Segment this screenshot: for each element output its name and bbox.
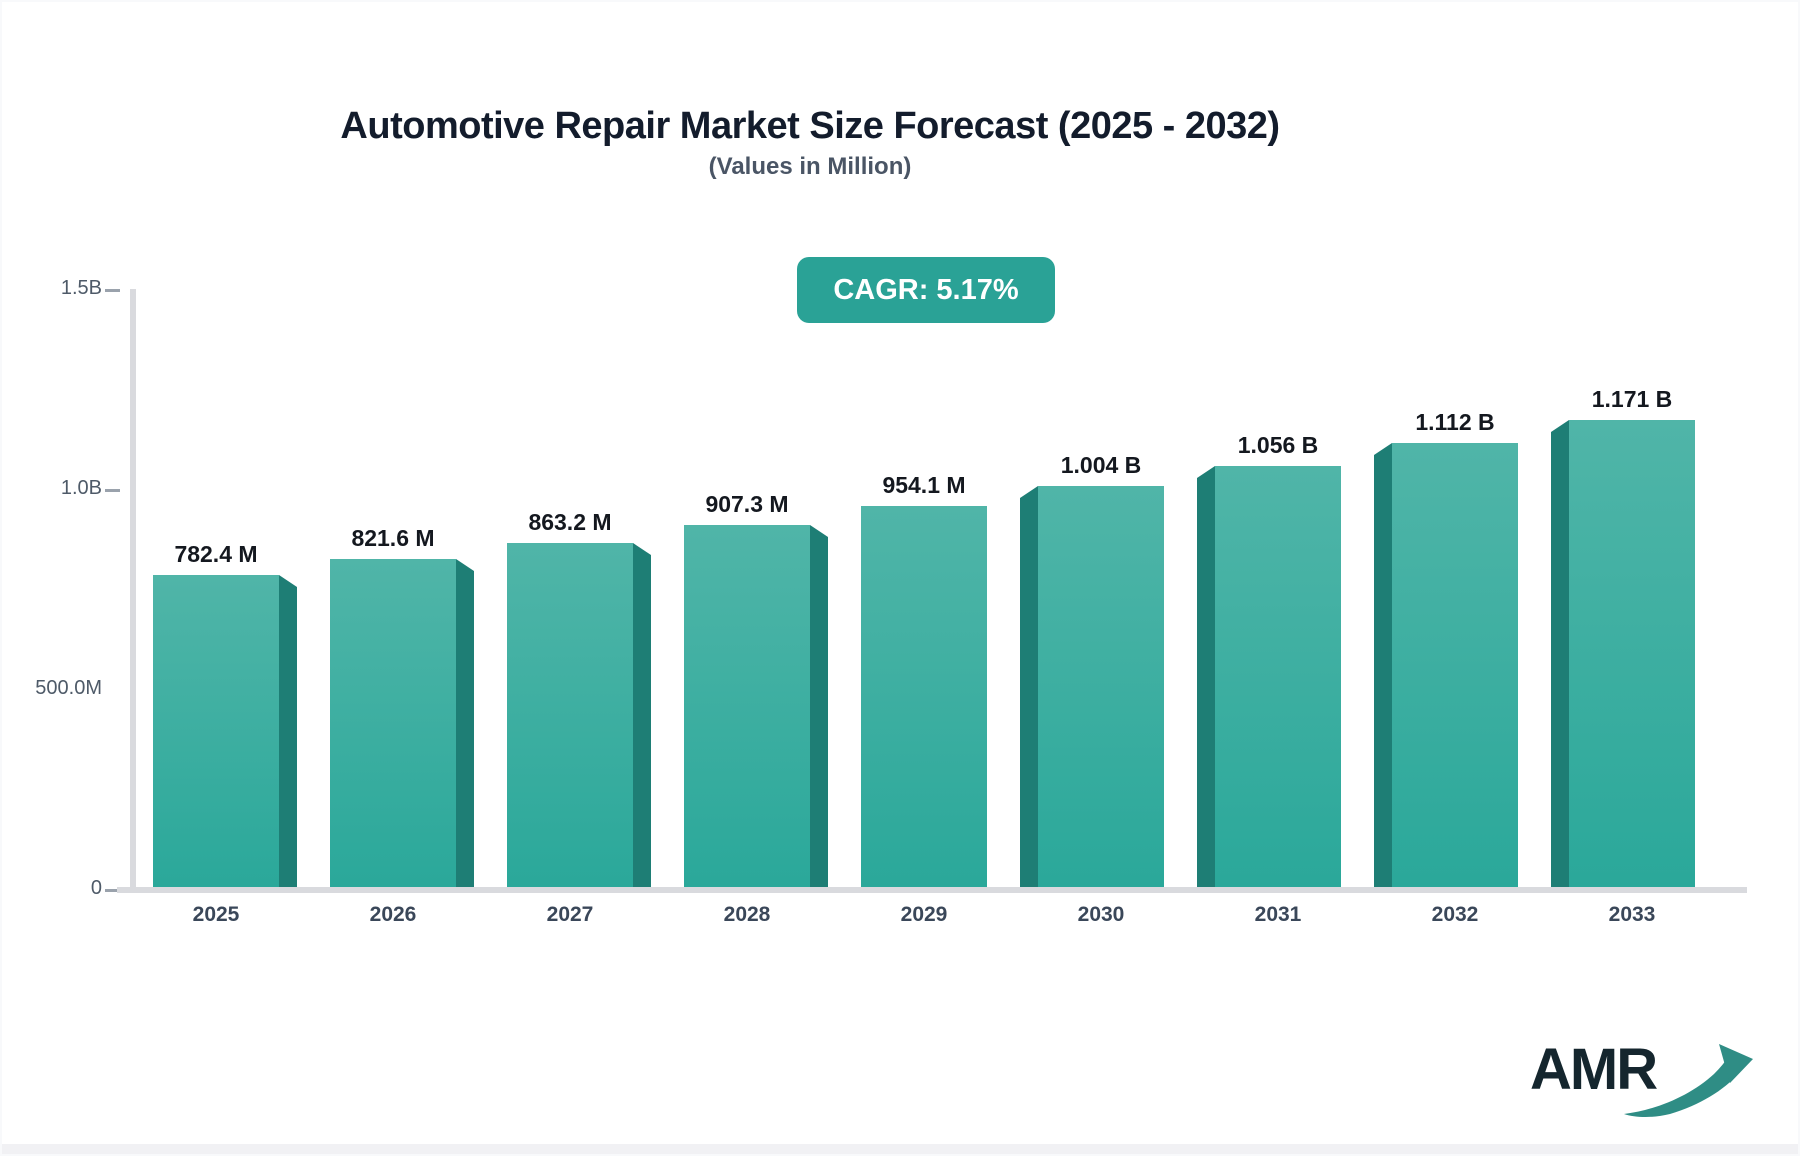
bar-2030 — [1020, 486, 1164, 891]
bar-value-label: 863.2 M — [528, 509, 612, 535]
x-axis-label: 2032 — [1431, 903, 1479, 926]
bar-2033 — [1551, 420, 1695, 891]
y-axis-line — [130, 289, 136, 893]
bar-2025 — [153, 575, 297, 891]
bar-2026 — [330, 559, 474, 891]
bar-value-label: 821.6 M — [351, 525, 435, 551]
bar-side-face — [1020, 486, 1038, 891]
y-axis-tick-label: 500.0M — [35, 677, 102, 699]
amr-logo-text: AMR — [1530, 1037, 1658, 1102]
bar-2031 — [1197, 466, 1341, 891]
y-axis-tick-mark — [105, 289, 120, 292]
y-axis-tick-mark — [105, 889, 120, 892]
bar-side-face — [1551, 420, 1569, 891]
x-axis-label: 2026 — [369, 903, 417, 926]
x-axis-label: 2033 — [1608, 903, 1656, 926]
x-axis-label: 2029 — [900, 903, 948, 926]
bars-group — [153, 420, 1695, 891]
y-axis-tick-mark — [105, 489, 120, 492]
y-axis-tick-label: 1.0B — [60, 477, 102, 499]
growth-arrow-icon — [1624, 1044, 1753, 1117]
bar-value-label: 1.004 B — [1060, 452, 1142, 478]
bar-value-label: 954.1 M — [882, 472, 966, 498]
bar-value-label: 1.112 B — [1415, 409, 1495, 435]
x-axis-label: 2027 — [546, 903, 594, 926]
x-axis-label: 2028 — [723, 903, 771, 926]
x-axis-label: 2030 — [1077, 903, 1125, 926]
bar-side-face — [810, 525, 828, 891]
x-axis-line — [117, 887, 1747, 893]
bar-value-label: 1.056 B — [1237, 432, 1319, 458]
bar-2027 — [507, 543, 651, 891]
x-axis-label: 2025 — [192, 903, 240, 926]
bar-side-face — [1374, 443, 1392, 891]
bar-side-face — [279, 575, 297, 891]
bar-value-label: 907.3 M — [705, 491, 789, 517]
bar-side-face — [456, 559, 474, 891]
bar-value-label: 782.4 M — [174, 541, 258, 567]
y-axis-tick-label: 1.5B — [60, 277, 102, 299]
bar-side-face — [633, 543, 651, 891]
page-footer-strip — [2, 1144, 1798, 1154]
x-axis-label: 2031 — [1254, 903, 1302, 926]
chart-title: Automotive Repair Market Size Forecast (… — [340, 105, 1280, 147]
bar-value-label: 1.171 B — [1591, 386, 1673, 412]
bar-2028 — [684, 525, 828, 891]
cagr-badge: CAGR: 5.17% — [797, 257, 1055, 323]
bar-2032 — [1374, 443, 1518, 891]
chart-subtitle: (Values in Million) — [708, 153, 912, 180]
y-axis-tick-label: 0 — [90, 877, 102, 899]
bars-canvas — [153, 420, 1695, 891]
bar-2029 — [861, 506, 987, 890]
bar-side-face — [1197, 466, 1215, 891]
